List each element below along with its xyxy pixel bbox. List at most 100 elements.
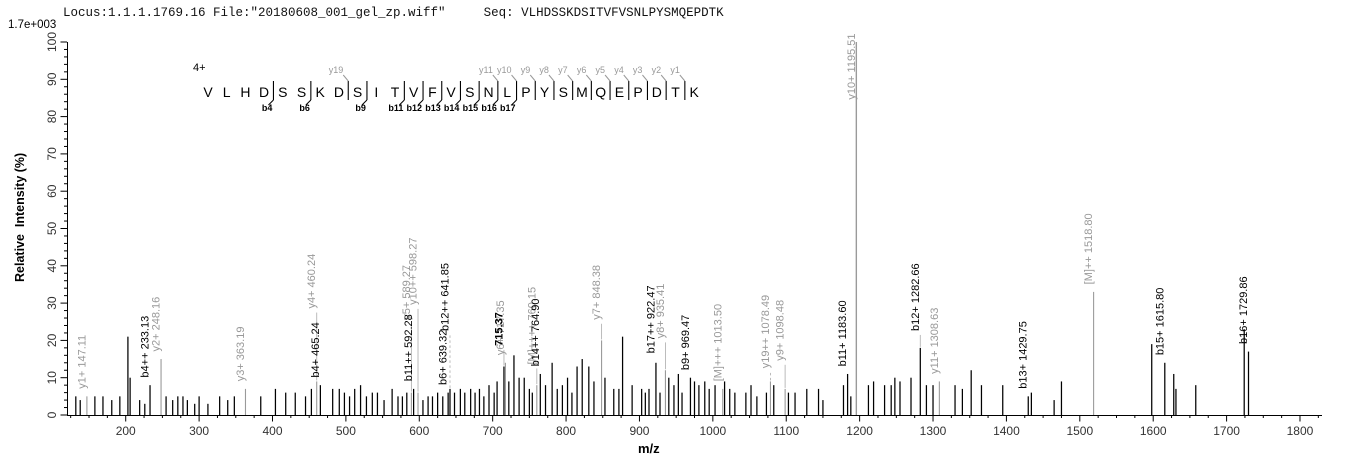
svg-text:Y: Y <box>540 84 550 100</box>
svg-text:E: E <box>615 84 624 100</box>
svg-text:b17: b17 <box>500 103 516 113</box>
svg-text:y10: y10 <box>497 65 512 75</box>
svg-text:y7+ 848.38: y7+ 848.38 <box>591 265 603 320</box>
svg-text:S: S <box>353 84 362 100</box>
svg-text:0: 0 <box>45 411 59 418</box>
peak-labels: y1+ 147.11 y2+ 248.16 y3+ 363.19 y4+ 460.24… <box>76 34 1250 389</box>
svg-text:b16: b16 <box>481 103 497 113</box>
header-bar: Locus:1.1.1.1769.16 File:"20180608_001_g… <box>63 6 724 20</box>
svg-text:y4+ 460.24: y4+ 460.24 <box>306 254 318 309</box>
sequence-label: Seq: VLHDSSKDSITVFVSNLPYSMQEPDTK <box>483 6 724 20</box>
svg-text:b16+ 1729.86: b16+ 1729.86 <box>1238 276 1250 344</box>
svg-text:y11: y11 <box>479 65 493 75</box>
svg-text:S: S <box>278 84 287 100</box>
svg-text:y19++ 1078.49: y19++ 1078.49 <box>760 295 772 368</box>
svg-text:200: 200 <box>116 424 136 438</box>
svg-text:y7: y7 <box>558 65 568 75</box>
svg-text:b13: b13 <box>425 103 441 113</box>
svg-text:b4++ 233.13: b4++ 233.13 <box>140 316 152 378</box>
svg-text:y2: y2 <box>652 65 662 75</box>
svg-text:y9: y9 <box>521 65 531 75</box>
svg-text:b6+ 639.32: b6+ 639.32 <box>438 330 450 385</box>
svg-text:1200: 1200 <box>846 424 873 438</box>
svg-text:V: V <box>446 84 456 100</box>
svg-text:70: 70 <box>45 147 59 161</box>
svg-text:b11++ 592.28: b11++ 592.28 <box>403 314 415 381</box>
x-axis-title: m/z <box>638 441 660 456</box>
svg-text:y11+ 1308.63: y11+ 1308.63 <box>929 308 941 374</box>
svg-text:80: 80 <box>45 110 59 124</box>
svg-text:b11+ 1183.60: b11+ 1183.60 <box>837 300 849 366</box>
svg-text:T: T <box>391 84 400 100</box>
svg-text:N: N <box>483 84 493 100</box>
svg-text:20: 20 <box>45 333 59 347</box>
svg-text:30: 30 <box>45 296 59 310</box>
svg-text:b13+ 1429.75: b13+ 1429.75 <box>1018 321 1030 389</box>
svg-text:y8: y8 <box>539 65 549 75</box>
svg-text:900: 900 <box>629 424 649 438</box>
svg-text:b14: b14 <box>444 103 460 113</box>
svg-text:b14++ 764.90: b14++ 764.90 <box>530 298 542 366</box>
svg-text:10: 10 <box>45 371 59 385</box>
svg-text:1000: 1000 <box>699 424 726 438</box>
peak-label-leaders <box>316 308 921 392</box>
svg-text:K: K <box>690 84 700 100</box>
svg-text:b12++ 641.85: b12++ 641.85 <box>439 263 451 331</box>
svg-text:1700: 1700 <box>1213 424 1240 438</box>
svg-text:I: I <box>374 84 378 100</box>
svg-text:400: 400 <box>262 424 282 438</box>
svg-text:D: D <box>652 84 662 100</box>
svg-text:[M]++++ 760.15: [M]++++ 760.15 <box>526 287 538 365</box>
svg-text:1500: 1500 <box>1066 424 1093 438</box>
svg-text:y6: y6 <box>577 65 587 75</box>
svg-text:1400: 1400 <box>993 424 1020 438</box>
svg-text:b12: b12 <box>407 103 423 113</box>
svg-text:1800: 1800 <box>1287 424 1314 438</box>
svg-text:y3: y3 <box>633 65 643 75</box>
svg-text:b4+ 465.24: b4+ 465.24 <box>310 322 322 377</box>
svg-text:y10+ 1195.51: y10+ 1195.51 <box>846 34 858 100</box>
axis-ticks <box>60 41 1319 422</box>
locus-file-label: Locus:1.1.1.1769.16 File:"20180608_001_g… <box>63 6 446 20</box>
svg-text:D: D <box>334 84 344 100</box>
svg-text:M: M <box>576 84 588 100</box>
svg-text:y3+ 363.19: y3+ 363.19 <box>235 327 247 382</box>
svg-text:y4: y4 <box>614 65 624 75</box>
svg-text:700: 700 <box>483 424 503 438</box>
svg-text:4+: 4+ <box>193 62 206 74</box>
svg-text:[M]+++ 1013.50: [M]+++ 1013.50 <box>712 304 724 381</box>
axis-tick-labels: 200 300 400 500 600 700 800 900 1000 1100 1200 1300… <box>45 32 1314 438</box>
svg-text:1600: 1600 <box>1140 424 1167 438</box>
svg-text:S: S <box>297 84 306 100</box>
svg-text:40: 40 <box>45 259 59 273</box>
svg-text:P: P <box>521 84 530 100</box>
svg-text:y1: y1 <box>670 65 680 75</box>
svg-text:100: 100 <box>45 32 59 52</box>
svg-text:90: 90 <box>45 72 59 86</box>
svg-text:L: L <box>503 84 511 100</box>
svg-text:V: V <box>409 84 419 100</box>
svg-text:715.37: 715.37 <box>493 312 505 346</box>
svg-text:L: L <box>223 84 231 100</box>
svg-text:800: 800 <box>556 424 576 438</box>
svg-text:y19: y19 <box>329 65 344 75</box>
svg-text:S: S <box>465 84 474 100</box>
svg-text:b9+ 969.47: b9+ 969.47 <box>680 315 692 370</box>
svg-text:b15+ 1615.80: b15+ 1615.80 <box>1154 288 1166 356</box>
svg-text:T: T <box>671 84 680 100</box>
svg-text:b17++ 922.47: b17++ 922.47 <box>645 285 657 353</box>
svg-text:P: P <box>633 84 642 100</box>
svg-text:V: V <box>203 84 213 100</box>
svg-text:y9+ 1098.48: y9+ 1098.48 <box>775 300 787 361</box>
svg-text:D: D <box>259 84 269 100</box>
svg-text:F: F <box>428 84 437 100</box>
svg-text:b4: b4 <box>262 103 273 113</box>
svg-text:S: S <box>559 84 568 100</box>
svg-text:b6: b6 <box>299 103 310 113</box>
svg-text:300: 300 <box>189 424 209 438</box>
svg-text:1300: 1300 <box>920 424 947 438</box>
svg-text:K: K <box>316 84 326 100</box>
